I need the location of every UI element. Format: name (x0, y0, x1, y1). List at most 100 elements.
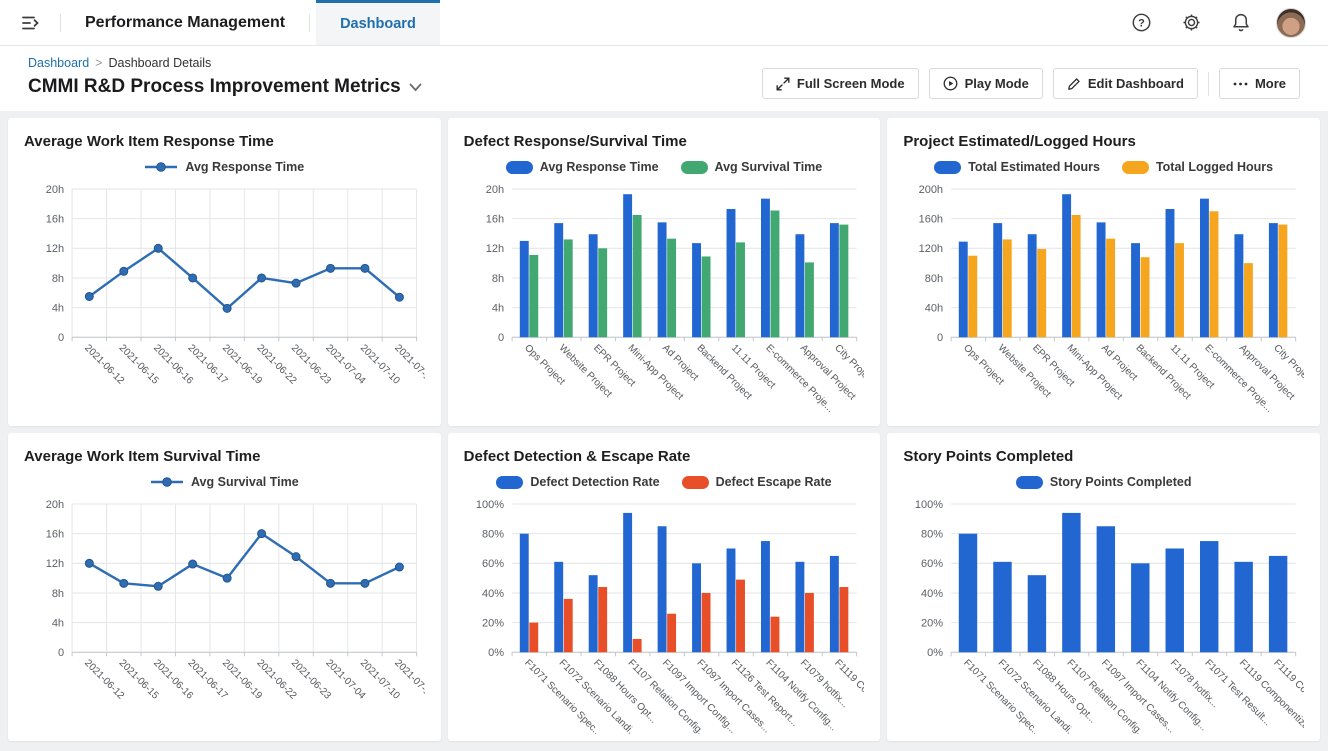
legend-swatch (1121, 160, 1149, 174)
svg-text:0: 0 (937, 332, 943, 344)
more-label: More (1254, 76, 1286, 91)
notifications-icon[interactable] (1226, 8, 1256, 38)
full-screen-mode-button[interactable]: Full Screen Mode (761, 68, 919, 99)
svg-text:12h: 12h (46, 558, 64, 570)
legend-item[interactable]: Defect Escape Rate (681, 475, 832, 489)
svg-text:4h: 4h (491, 302, 503, 314)
svg-text:F1071 Test Result...: F1071 Test Result... (1203, 658, 1274, 729)
svg-text:40%: 40% (921, 588, 943, 600)
svg-text:20%: 20% (921, 617, 943, 629)
chart-title: Project Estimated/Logged Hours (903, 133, 1136, 150)
svg-text:F1126 Test Report...: F1126 Test Report... (729, 658, 800, 729)
legend-label: Avg Response Time (539, 160, 659, 174)
legend-label: Total Logged Hours (1155, 160, 1274, 174)
legend-line-marker (150, 477, 183, 487)
svg-text:60%: 60% (482, 558, 504, 570)
svg-text:0%: 0% (927, 647, 943, 659)
legend-label: Defect Escape Rate (715, 475, 832, 489)
svg-text:20h: 20h (46, 184, 64, 196)
breadcrumb-separator: > (95, 56, 103, 70)
legend-swatch (1015, 475, 1043, 489)
legend-swatch (496, 475, 524, 489)
chart-canvas: 100%80%60%40%20%0%F1071 Scenario Spec...… (915, 499, 1304, 735)
chart-card-avg-response-time: Average Work Item Response Time Avg Resp… (8, 118, 441, 426)
svg-text:40h: 40h (925, 302, 943, 314)
chart-title: Average Work Item Survival Time (24, 448, 261, 465)
play-mode-label: Play Mode (964, 76, 1029, 91)
legend-swatch (505, 160, 533, 174)
chart-legend: Avg Response Time (24, 155, 425, 179)
legend-label: Avg Survival Time (190, 475, 299, 489)
svg-text:0%: 0% (488, 647, 504, 659)
legend-item[interactable]: Avg Survival Time (150, 475, 299, 489)
tab-dashboard[interactable]: Dashboard (316, 0, 440, 45)
breadcrumb-dashboard-link[interactable]: Dashboard (28, 56, 90, 70)
chart-card-story-points: Story Points Completed Story Points Comp… (887, 433, 1320, 741)
divider (60, 13, 61, 32)
svg-text:8h: 8h (52, 588, 64, 600)
chart-legend: Avg Survival Time (24, 470, 425, 494)
help-icon[interactable]: ? (1126, 8, 1156, 38)
fullscreen-icon (776, 77, 790, 90)
legend-label: Defect Detection Rate (530, 475, 660, 489)
charts-grid: Average Work Item Response Time Avg Resp… (0, 111, 1328, 741)
chart-card-defect-response-survival: Defect Response/Survival Time Avg Respon… (447, 118, 881, 426)
svg-text:120h: 120h (919, 243, 943, 255)
svg-text:0: 0 (58, 332, 64, 344)
legend-item[interactable]: Defect Detection Rate (496, 475, 660, 489)
svg-text:100%: 100% (915, 499, 943, 511)
svg-text:12h: 12h (46, 243, 64, 255)
legend-item[interactable]: Total Estimated Hours (934, 160, 1100, 174)
app-title: Performance Management (85, 13, 286, 31)
header-actions: Full Screen Mode Play Mode Edit Dashboar… (761, 68, 1300, 99)
chart-title: Average Work Item Response Time (24, 133, 274, 150)
play-icon (943, 76, 957, 91)
user-avatar[interactable] (1276, 7, 1306, 38)
svg-text:4h: 4h (52, 302, 64, 314)
legend-item[interactable]: Avg Survival Time (680, 160, 822, 174)
pencil-icon (1068, 77, 1080, 90)
legend-swatch (680, 160, 708, 174)
divider (309, 13, 311, 32)
legend-line-marker (145, 162, 178, 172)
settings-icon[interactable] (1176, 8, 1206, 38)
chart-legend: Avg Response Time Avg Survival Time (464, 155, 865, 179)
chart-card-avg-survival-time: Average Work Item Survival Time Avg Surv… (8, 433, 441, 741)
chart-canvas: 20h16h12h8h4h02021-06-122021-06-152021-0… (46, 184, 425, 387)
play-mode-button[interactable]: Play Mode (928, 68, 1043, 99)
more-button[interactable]: More (1218, 68, 1300, 99)
chart-title: Story Points Completed (903, 448, 1074, 465)
svg-text:16h: 16h (46, 528, 64, 540)
legend-item[interactable]: Story Points Completed (1015, 475, 1192, 489)
chart-card-estimated-logged-hours: Project Estimated/Logged Hours Total Est… (887, 118, 1320, 426)
tab-dashboard-label: Dashboard (340, 16, 416, 32)
chart-legend: Defect Detection Rate Defect Escape Rate (464, 470, 865, 494)
svg-text:80%: 80% (921, 528, 943, 540)
topbar: Performance Management Dashboard ? (0, 0, 1328, 46)
legend-swatch (934, 160, 962, 174)
svg-text:20%: 20% (482, 617, 504, 629)
svg-text:0: 0 (58, 647, 64, 659)
legend-item[interactable]: Avg Response Time (505, 160, 659, 174)
svg-text:16h: 16h (46, 213, 64, 225)
svg-text:200h: 200h (919, 184, 943, 196)
chart-canvas: 100%80%60%40%20%0%F1071 Scenario Spec...… (476, 499, 865, 735)
svg-text:80h: 80h (925, 273, 943, 285)
svg-text:20h: 20h (46, 499, 64, 511)
menu-unfold-icon[interactable] (16, 8, 46, 38)
svg-text:80%: 80% (482, 528, 504, 540)
svg-text:20h: 20h (485, 184, 503, 196)
edit-dashboard-button[interactable]: Edit Dashboard (1052, 68, 1198, 99)
svg-text:0: 0 (498, 332, 504, 344)
chart-card-defect-detection-escape: Defect Detection & Escape Rate Defect De… (447, 433, 881, 741)
svg-text:12h: 12h (485, 243, 503, 255)
svg-text:F1088 Hours Opt...: F1088 Hours Opt... (591, 658, 659, 726)
legend-item[interactable]: Avg Response Time (144, 160, 304, 174)
chart-legend: Story Points Completed (903, 470, 1304, 494)
chevron-down-icon[interactable] (409, 83, 422, 92)
legend-item[interactable]: Total Logged Hours (1121, 160, 1274, 174)
svg-text:F1088 Hours Opt...: F1088 Hours Opt... (1030, 658, 1098, 726)
svg-text:4h: 4h (52, 617, 64, 629)
svg-text:160h: 160h (919, 213, 943, 225)
